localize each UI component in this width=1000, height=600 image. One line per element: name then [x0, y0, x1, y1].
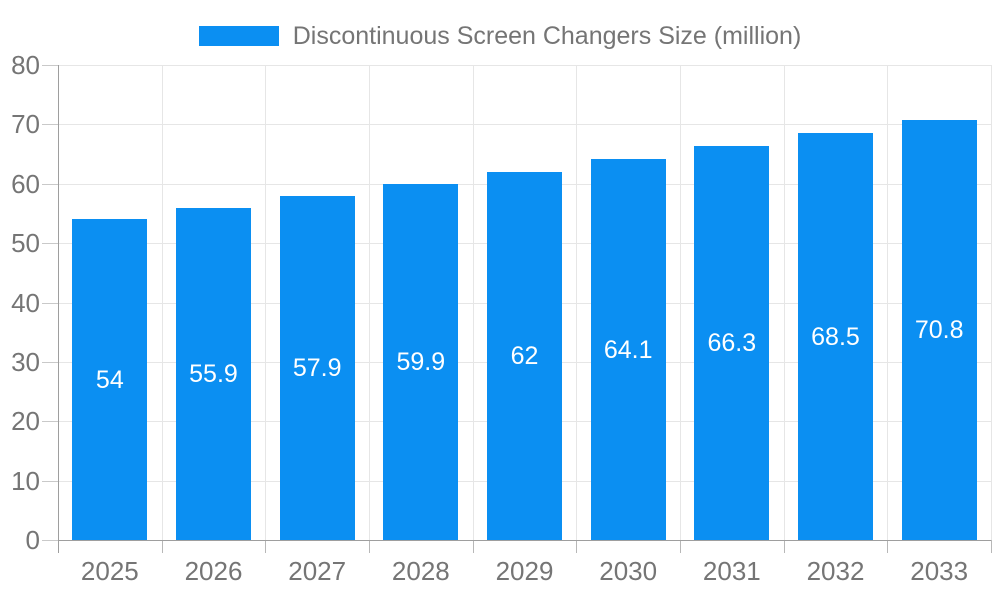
- y-tick-label: 0: [25, 525, 40, 555]
- x-tick: [265, 540, 267, 553]
- gridline-v: [265, 65, 267, 540]
- bar-value-label: 59.9: [396, 348, 446, 377]
- gridline-v: [991, 65, 992, 540]
- gridline-v: [576, 65, 578, 540]
- bar[interactable]: [72, 219, 148, 540]
- gridline-v: [680, 65, 681, 540]
- x-tick-label: 2025: [80, 556, 139, 586]
- legend-swatch: [198, 26, 279, 46]
- y-tick-label: 70: [11, 109, 40, 140]
- x-tick: [472, 540, 474, 553]
- bar[interactable]: [176, 208, 251, 540]
- x-tick: [887, 540, 889, 553]
- y-tick-label: 10: [11, 465, 40, 496]
- y-tick: [42, 421, 58, 423]
- bar-value-label: 62: [510, 341, 539, 370]
- y-tick-label: 50: [11, 228, 40, 259]
- gridline-v: [369, 65, 370, 540]
- x-tick-label: 2032: [806, 556, 865, 586]
- y-tick: [42, 480, 58, 482]
- bar-value-label: 57.9: [292, 354, 342, 383]
- x-tick-label: 2027: [288, 556, 347, 586]
- x-tick: [991, 540, 992, 553]
- x-tick-label: 2031: [702, 556, 761, 586]
- x-tick: [161, 540, 163, 553]
- x-tick: [783, 540, 785, 553]
- y-tick: [42, 540, 58, 541]
- y-tick: [42, 302, 58, 304]
- bar-value-label: 70.8: [914, 315, 964, 344]
- legend[interactable]: Discontinuous Screen Changers Size (mill…: [0, 22, 1000, 50]
- y-tick: [42, 361, 58, 363]
- bar-value-label: 66.3: [707, 329, 757, 358]
- y-tick: [42, 124, 58, 126]
- x-tick-label: 2029: [495, 556, 554, 586]
- x-tick-label: 2028: [391, 556, 450, 586]
- y-axis-line: [58, 65, 59, 553]
- gridline-v: [783, 65, 785, 540]
- bar[interactable]: [798, 133, 873, 540]
- bar-value-label: 68.5: [811, 322, 860, 351]
- y-tick-label: 20: [11, 406, 40, 437]
- bar[interactable]: [487, 171, 562, 540]
- bar[interactable]: [694, 146, 770, 540]
- bar-value-label: 64.1: [603, 335, 653, 364]
- bar[interactable]: [590, 159, 666, 540]
- y-tick-label: 30: [11, 346, 40, 377]
- x-tick-label: 2033: [910, 556, 969, 586]
- y-tick-label: 60: [11, 168, 40, 199]
- bar-value-label: 54: [95, 365, 124, 394]
- x-tick: [369, 540, 370, 553]
- x-tick: [680, 540, 681, 553]
- x-axis-line: [58, 540, 991, 541]
- x-tick-label: 2026: [184, 556, 243, 586]
- bar[interactable]: [901, 119, 977, 540]
- gridline-h: [58, 124, 991, 126]
- gridline-v: [472, 65, 474, 540]
- legend-label: Discontinuous Screen Changers Size (mill…: [292, 21, 802, 50]
- y-tick: [42, 183, 58, 185]
- y-tick: [42, 65, 58, 66]
- gridline-h: [58, 65, 991, 66]
- y-tick: [42, 243, 58, 245]
- x-tick: [576, 540, 578, 553]
- bar-value-label: 55.9: [189, 360, 238, 389]
- y-tick-label: 80: [11, 50, 40, 80]
- gridline-v: [887, 65, 889, 540]
- bar[interactable]: [279, 196, 355, 540]
- bar[interactable]: [383, 184, 459, 540]
- x-tick-label: 2030: [599, 556, 658, 586]
- gridline-v: [161, 65, 163, 540]
- y-tick-label: 40: [11, 287, 40, 318]
